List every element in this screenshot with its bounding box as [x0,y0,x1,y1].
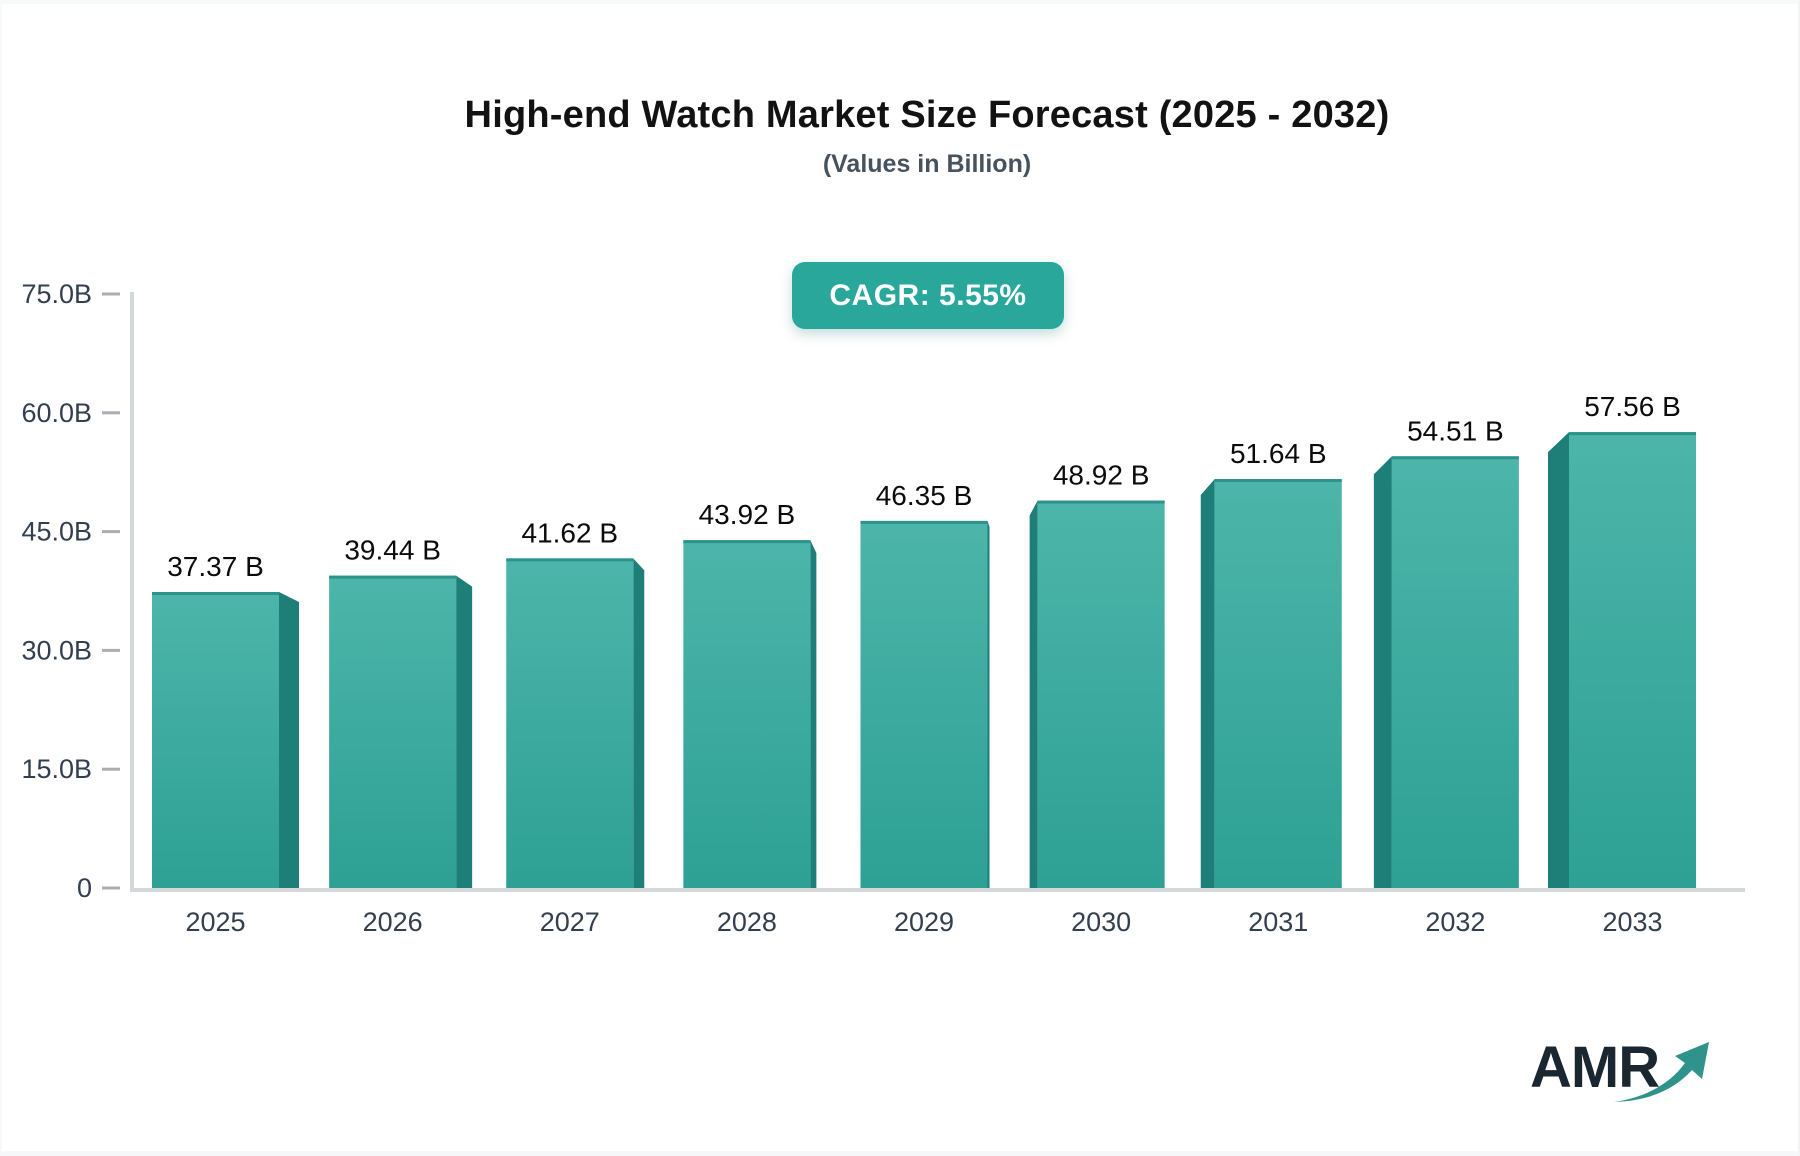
bar-top-edge-2028 [683,540,811,544]
y-axis-label: 45.0B [21,517,92,547]
bar-side-2029 [987,520,990,888]
bar-value-label: 41.62 B [521,517,618,548]
bar-2031 [1214,479,1342,888]
cagr-badge: CAGR: 5.55% [792,262,1064,329]
bar-2026 [329,575,457,888]
bar-2033 [1569,432,1696,888]
x-axis-label: 2033 [1602,907,1662,937]
bar-value-label: 51.64 B [1230,438,1327,469]
chart-subtitle: (Values in Billion) [822,150,1032,178]
x-axis-label: 2026 [363,907,423,937]
x-axis-label: 2030 [1071,907,1131,937]
bar-top-edge-2026 [329,575,457,579]
bar-side-2026 [456,575,473,888]
x-axis-label: 2032 [1425,907,1485,937]
bar-top-edge-2025 [152,592,279,596]
bar-2030 [1037,500,1165,888]
y-tick-mark [102,411,120,415]
y-tick-mark [102,292,120,296]
bar-side-2028 [810,540,817,888]
bar-value-label: 54.51 B [1407,415,1504,446]
bar-2028 [683,540,811,888]
bar-side-2033 [1548,432,1569,888]
bar-top-edge-2027 [506,558,634,562]
x-axis-label: 2031 [1248,907,1308,937]
bar-2029 [860,520,988,888]
bar-value-label: 48.92 B [1053,460,1150,491]
bar-top-edge-2033 [1569,432,1696,436]
bar-value-label: 43.92 B [699,499,796,530]
y-axis-label: 15.0B [21,754,92,784]
amr-logo-text: AMR [1530,1035,1660,1100]
bar-side-2030 [1029,500,1038,888]
x-axis-label: 2025 [185,907,245,937]
bar-side-2032 [1373,456,1392,888]
bar-value-label: 37.37 B [167,551,264,582]
x-axis-label: 2027 [540,907,600,937]
x-axis-label: 2029 [894,907,954,937]
bar-top-edge-2030 [1037,500,1165,504]
y-tick-mark [102,530,120,534]
growth-arrow-icon [1614,1042,1709,1102]
x-axis-line [130,888,1745,892]
x-axis-label: 2028 [717,907,777,937]
bar-value-label: 39.44 B [344,535,441,566]
bar-top-edge-2029 [860,520,988,524]
y-tick-mark [102,767,120,771]
bar-chart: 0 15.0B 30.0B 45.0B 60.0B 75.0B 37.37 B 2025 39.… [21,279,1745,937]
bar-2025 [152,592,279,888]
chart-title: High-end Watch Market Size Forecast (202… [464,94,1390,136]
cagr-badge-label: CAGR: 5.55% [829,278,1027,312]
bar-side-2025 [279,592,299,888]
y-axis-label: 75.0B [21,279,92,309]
bar-top-edge-2032 [1391,456,1519,460]
y-axis-label: 0 [77,873,92,903]
bar-top-edge-2031 [1214,479,1342,483]
bar-value-label: 57.56 B [1584,391,1681,422]
y-axis-label: 30.0B [21,635,92,665]
y-axis-label: 60.0B [21,398,92,428]
bar-side-2027 [633,558,645,888]
y-tick-mark [102,886,120,890]
amr-logo: AMR [1530,1030,1710,1116]
bar-2032 [1391,456,1519,888]
bar-value-label: 46.35 B [876,480,973,511]
bar-2027 [506,558,634,888]
y-axis-line [130,292,134,892]
bar-side-2031 [1200,479,1215,888]
y-tick-mark [102,648,120,652]
